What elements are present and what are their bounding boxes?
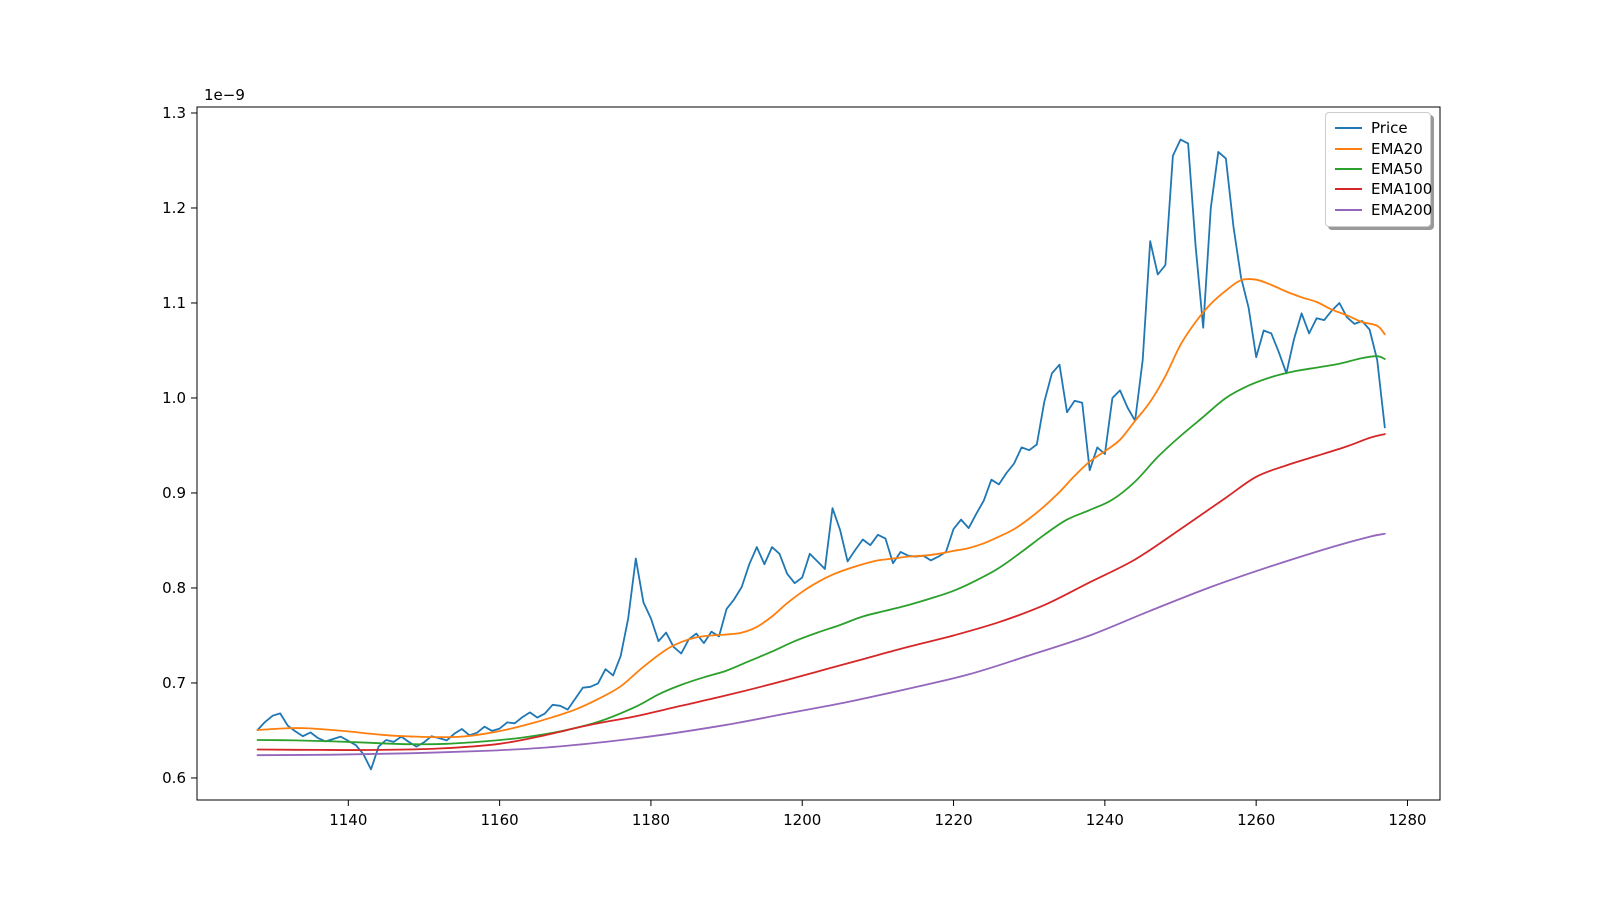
legend-label: EMA50	[1371, 159, 1423, 178]
x-tick-label: 1220	[934, 811, 972, 829]
legend-line-sample	[1335, 147, 1362, 150]
legend-line-sample	[1335, 188, 1362, 191]
y-axis-offset-label: 1e−9	[204, 86, 245, 104]
y-tick-label: 0.8	[162, 579, 186, 597]
x-tick-label: 1280	[1388, 811, 1426, 829]
legend-item-ema100: EMA100	[1335, 179, 1432, 199]
legend-item-ema20: EMA20	[1335, 138, 1423, 158]
y-tick-label: 1.1	[162, 294, 186, 312]
x-tick-label: 1240	[1086, 811, 1124, 829]
x-tick-label: 1200	[783, 811, 821, 829]
legend-line-sample	[1335, 208, 1362, 211]
y-tick-label: 1.0	[162, 389, 186, 407]
legend-item-ema50: EMA50	[1335, 159, 1423, 179]
x-tick-label: 1180	[632, 811, 670, 829]
x-tick-label: 1260	[1237, 811, 1275, 829]
ema100-line	[256, 433, 1386, 751]
ema20-line	[256, 278, 1386, 739]
price-line	[256, 138, 1386, 771]
y-tick-label: 1.3	[162, 104, 186, 122]
legend-line-sample	[1335, 127, 1362, 130]
legend-label: EMA100	[1371, 180, 1433, 199]
y-tick-label: 0.9	[162, 484, 186, 502]
ema50-line	[256, 355, 1386, 746]
ema200-line	[256, 532, 1386, 757]
y-tick-label: 1.2	[162, 199, 186, 217]
y-tick-label: 0.6	[162, 769, 186, 787]
legend-item-price: Price	[1335, 118, 1422, 138]
legend-label: EMA20	[1371, 139, 1423, 158]
legend-item-ema200: EMA200	[1335, 200, 1432, 220]
legend: Price EMA20 EMA50 EMA100 EMA200	[1325, 112, 1432, 227]
legend-label: Price	[1371, 119, 1408, 138]
x-tick-label: 1160	[481, 811, 519, 829]
y-tick-label: 0.7	[162, 674, 186, 692]
x-tick-label: 1140	[329, 811, 367, 829]
legend-line-sample	[1335, 167, 1362, 170]
legend-label: EMA200	[1371, 200, 1433, 219]
axes-spines	[196, 106, 1441, 801]
